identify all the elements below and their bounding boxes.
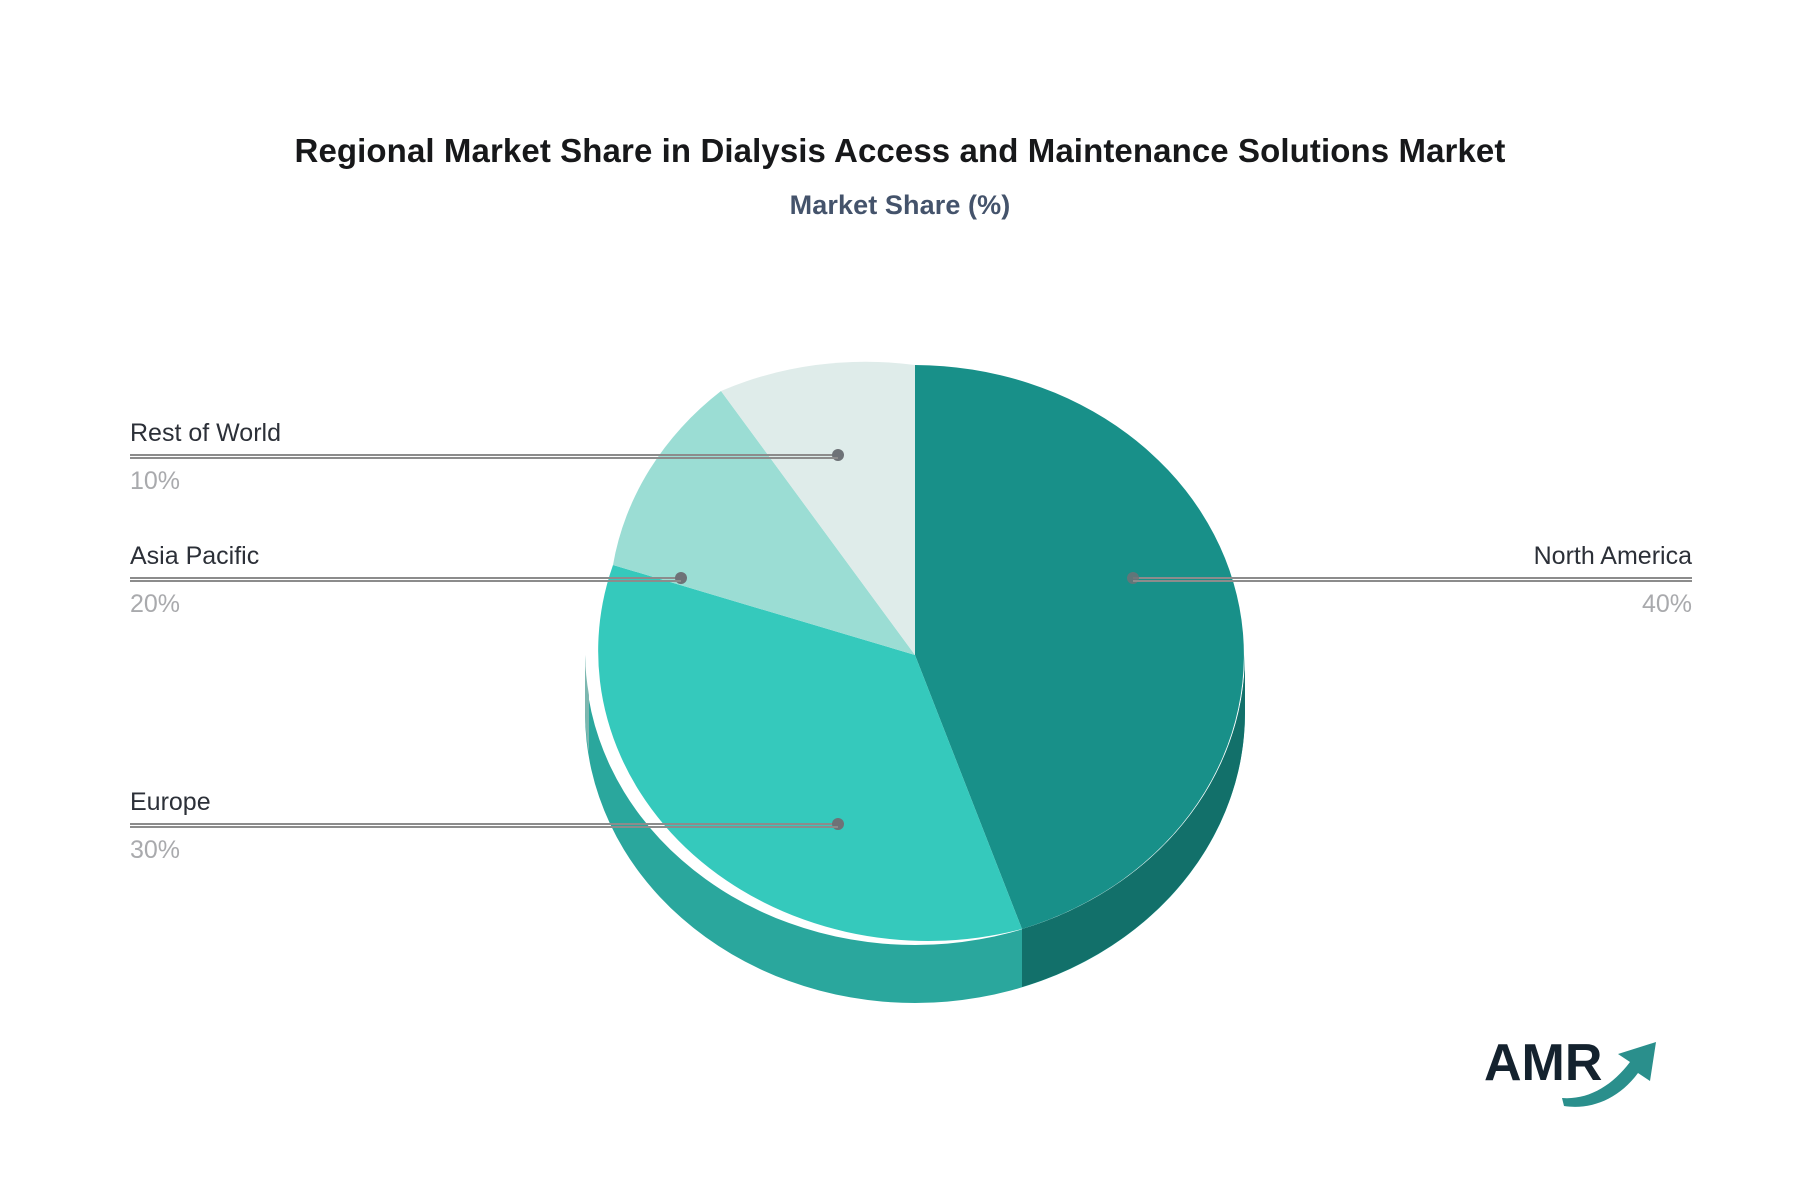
- callout-value-north-america: 40%: [1641, 589, 1692, 618]
- pie-slice-north-america[interactable]: [915, 365, 1244, 929]
- pie-side-asia-pacific: [585, 655, 589, 753]
- pie-svg: [585, 361, 1245, 1003]
- callout-label-europe: Europe: [130, 788, 211, 816]
- amr-logo-svg: AMR: [1484, 1034, 1656, 1107]
- callout-north-america: North America 40%: [1133, 542, 1692, 618]
- pie-slice-rest-of-world[interactable]: [721, 361, 915, 655]
- callout-rule-asia-pacific: [130, 579, 681, 582]
- callout-rule-north-america: [1133, 579, 1692, 582]
- callout-label-north-america: North America: [1533, 542, 1692, 570]
- callout-label-rest-of-world: Rest of World: [130, 419, 281, 447]
- callout-rule-europe: [130, 825, 838, 828]
- chart-title: Regional Market Share in Dialysis Access…: [294, 132, 1506, 169]
- callout-europe: Europe 30%: [130, 788, 838, 864]
- callout-rule-rest-of-world: [130, 456, 838, 459]
- pie-chart: [575, 355, 1255, 1003]
- pie-slice-europe[interactable]: [598, 565, 1022, 941]
- callout-label-asia-pacific: Asia Pacific: [130, 542, 260, 570]
- callout-asia-pacific: Asia Pacific 20%: [130, 542, 681, 618]
- amr-logo-text: AMR: [1484, 1034, 1602, 1092]
- callout-rest-of-world: Rest of World 10%: [130, 419, 838, 495]
- amr-logo: AMR: [1484, 1030, 1674, 1110]
- callout-value-europe: 30%: [130, 835, 181, 864]
- pie-side-north-america: [1022, 655, 1245, 987]
- callout-value-rest-of-world: 10%: [130, 466, 181, 495]
- upward-arrow-icon: [1562, 1042, 1656, 1107]
- callout-value-asia-pacific: 20%: [130, 589, 181, 618]
- chart-subtitle: Market Share (%): [789, 190, 1011, 220]
